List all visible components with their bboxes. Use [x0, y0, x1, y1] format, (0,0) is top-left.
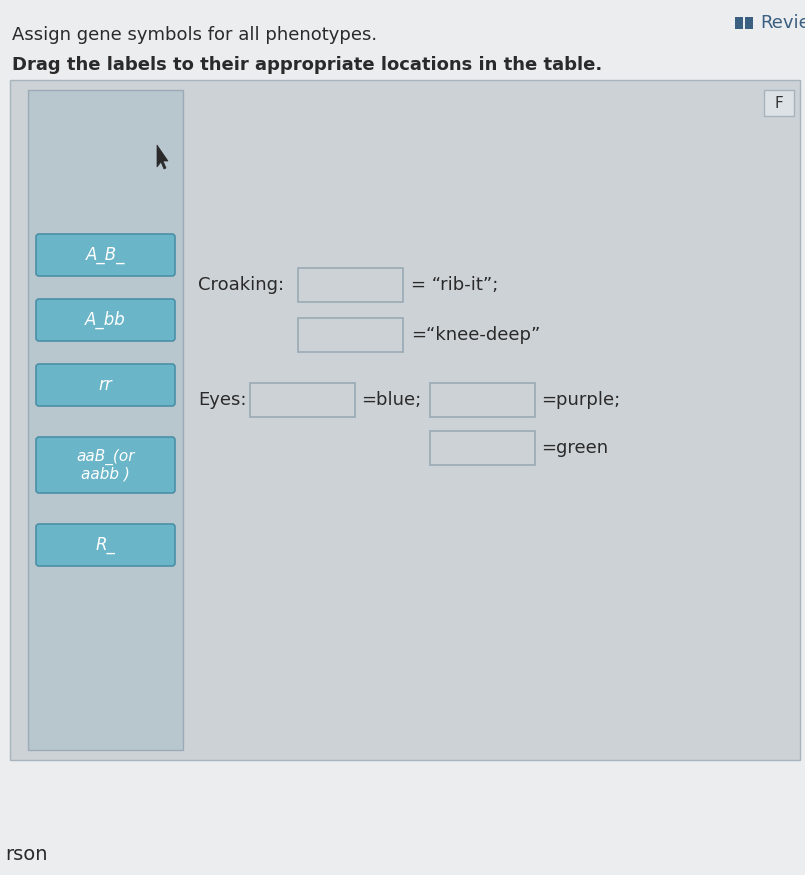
- Text: rr: rr: [99, 376, 113, 394]
- Text: =purple;: =purple;: [541, 391, 620, 409]
- FancyBboxPatch shape: [430, 431, 535, 465]
- Text: Review: Review: [760, 14, 805, 32]
- Text: A_bb: A_bb: [85, 311, 126, 329]
- FancyBboxPatch shape: [36, 524, 175, 566]
- Text: Eyes:: Eyes:: [198, 391, 246, 409]
- FancyBboxPatch shape: [36, 299, 175, 341]
- Text: rson: rson: [5, 845, 47, 864]
- FancyBboxPatch shape: [735, 17, 743, 29]
- Text: =“knee-deep”: =“knee-deep”: [411, 326, 540, 344]
- FancyBboxPatch shape: [745, 17, 753, 29]
- FancyBboxPatch shape: [36, 234, 175, 276]
- Text: =blue;: =blue;: [361, 391, 421, 409]
- Polygon shape: [157, 145, 168, 169]
- FancyBboxPatch shape: [298, 318, 403, 352]
- Text: Croaking:: Croaking:: [198, 276, 284, 294]
- FancyBboxPatch shape: [10, 80, 800, 760]
- Text: =green: =green: [541, 439, 608, 457]
- FancyBboxPatch shape: [764, 90, 794, 116]
- FancyBboxPatch shape: [250, 383, 355, 417]
- FancyBboxPatch shape: [28, 90, 183, 750]
- Text: aabb ): aabb ): [81, 466, 130, 481]
- Text: = “rib-it”;: = “rib-it”;: [411, 276, 498, 294]
- Text: Drag the labels to their appropriate locations in the table.: Drag the labels to their appropriate loc…: [12, 56, 602, 74]
- FancyBboxPatch shape: [430, 383, 535, 417]
- FancyBboxPatch shape: [36, 364, 175, 406]
- Text: aaB_(or: aaB_(or: [76, 449, 134, 466]
- Text: A_B_: A_B_: [86, 246, 126, 264]
- FancyBboxPatch shape: [298, 268, 403, 302]
- Text: R_: R_: [96, 536, 115, 554]
- Text: F: F: [774, 95, 783, 110]
- Text: Assign gene symbols for all phenotypes.: Assign gene symbols for all phenotypes.: [12, 26, 377, 44]
- FancyBboxPatch shape: [36, 437, 175, 493]
